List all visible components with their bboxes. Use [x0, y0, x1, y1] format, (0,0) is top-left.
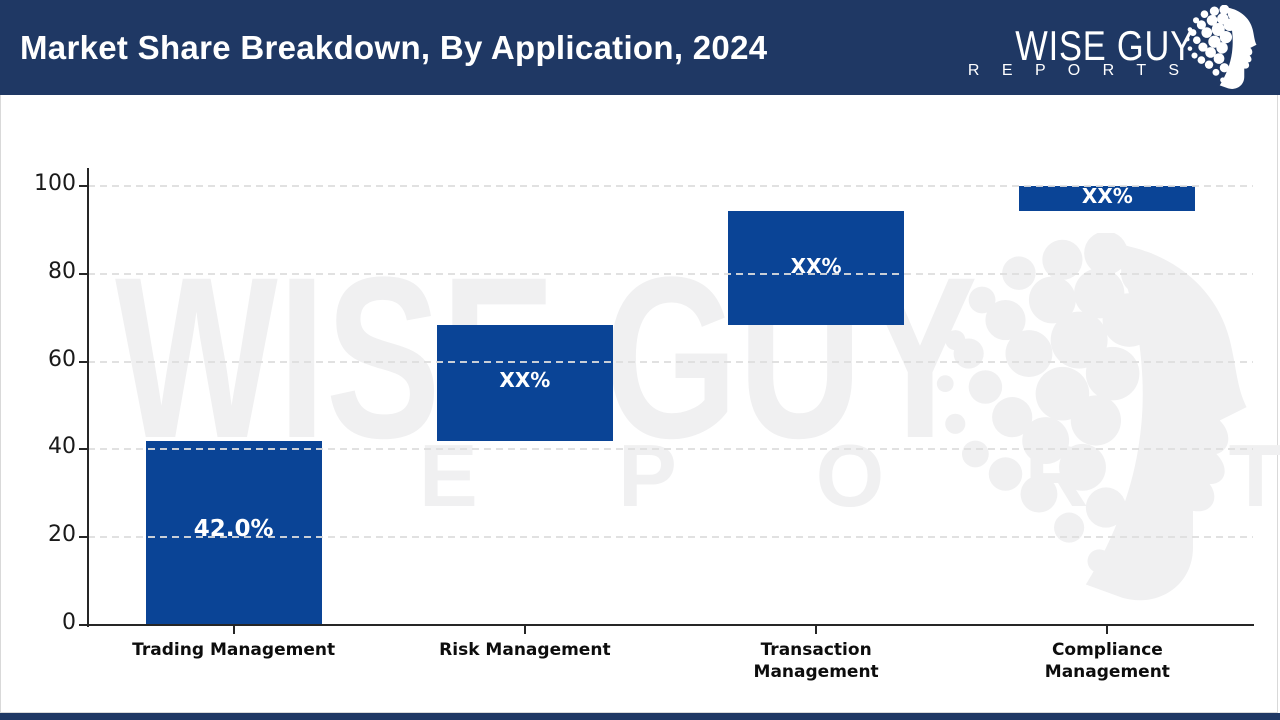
- grid-line: [88, 536, 1253, 539]
- watermark-face-icon: [936, 233, 1247, 601]
- bar-value-label: 42.0%: [193, 516, 274, 543]
- y-tick-label: 40: [48, 434, 76, 460]
- y-tick-mark: [79, 272, 87, 275]
- y-tick-mark: [79, 360, 87, 363]
- footer-strip: [0, 713, 1280, 720]
- x-category-label-line: Transaction: [760, 640, 872, 660]
- bar-segment: [1019, 186, 1196, 212]
- y-tick-mark: [79, 536, 87, 539]
- y-tick-label: 60: [48, 346, 76, 372]
- y-tick-mark: [79, 448, 87, 451]
- bar-value-label: XX%: [499, 368, 551, 393]
- y-axis-spine: [87, 168, 89, 627]
- x-category-label: Compliance Management: [947, 639, 1267, 683]
- bar-value-label: XX%: [790, 253, 842, 278]
- y-tick-label: 80: [48, 258, 76, 284]
- header-bar: Market Share Breakdown, By Application, …: [0, 0, 1280, 95]
- y-tick-label: 100: [34, 171, 76, 196]
- y-tick-label: 20: [48, 522, 76, 548]
- bar-segment: [145, 440, 322, 625]
- grid-line: [88, 272, 1253, 275]
- y-tick-mark: [79, 624, 87, 626]
- x-axis-spine: [87, 624, 1254, 626]
- x-category-label-line: Management: [1044, 662, 1170, 682]
- grid-line: [88, 360, 1253, 363]
- logo-face-icon: [1185, 5, 1257, 89]
- x-tick-mark: [1106, 626, 1109, 634]
- x-category-label-line: Risk Management: [439, 640, 611, 660]
- page-title: Market Share Breakdown, By Application, …: [20, 28, 768, 66]
- x-category-label-line: Trading Management: [132, 640, 336, 660]
- grid-line: [88, 448, 1253, 451]
- x-tick-mark: [232, 626, 235, 634]
- x-category-label: Trading Management: [74, 639, 394, 661]
- y-tick-mark: [79, 185, 87, 187]
- x-tick-mark: [815, 626, 818, 634]
- x-category-label: Transaction Management: [656, 639, 976, 683]
- bar-segment: [728, 211, 905, 326]
- y-tick-label: 0: [62, 610, 76, 635]
- x-category-label-line: Management: [753, 662, 879, 682]
- grid-line: [88, 185, 1253, 187]
- logo: WISE GUY R E P O R T S: [968, 0, 1266, 95]
- bar-segment: [436, 325, 613, 441]
- x-tick-mark: [523, 626, 526, 634]
- x-category-label-line: Compliance: [1051, 640, 1163, 660]
- logo-reports-text: R E P O R T S: [967, 62, 1188, 79]
- x-category-label: Risk Management: [365, 639, 685, 661]
- bar-value-label: XX%: [1081, 184, 1133, 209]
- logo-wordmark: WISE GUY: [1015, 22, 1194, 69]
